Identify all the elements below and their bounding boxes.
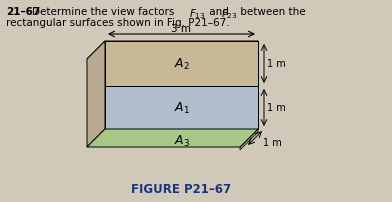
Text: 3 m: 3 m (171, 24, 192, 34)
Text: $F_{13}$: $F_{13}$ (189, 7, 206, 21)
Text: 1 m: 1 m (267, 103, 286, 113)
Polygon shape (240, 87, 258, 147)
Polygon shape (87, 129, 258, 147)
Polygon shape (105, 42, 258, 87)
Polygon shape (240, 129, 258, 150)
Text: between the: between the (237, 7, 306, 17)
Polygon shape (87, 42, 258, 60)
Text: Determine the view factors: Determine the view factors (32, 7, 178, 17)
Text: $A_3$: $A_3$ (174, 133, 191, 148)
Text: $A_2$: $A_2$ (174, 57, 189, 72)
Text: rectangular surfaces shown in Fig. P21–67.: rectangular surfaces shown in Fig. P21–6… (6, 18, 230, 28)
Text: 1 m: 1 m (267, 59, 286, 69)
Polygon shape (105, 87, 258, 129)
Polygon shape (240, 42, 258, 104)
Text: $F_{23}$: $F_{23}$ (221, 7, 238, 21)
Text: $A_1$: $A_1$ (174, 100, 189, 116)
Polygon shape (87, 42, 105, 147)
Text: FIGURE P21–67: FIGURE P21–67 (131, 182, 232, 195)
Text: 1 m: 1 m (263, 137, 282, 147)
Text: and: and (206, 7, 232, 17)
Text: 21–67: 21–67 (6, 7, 40, 17)
